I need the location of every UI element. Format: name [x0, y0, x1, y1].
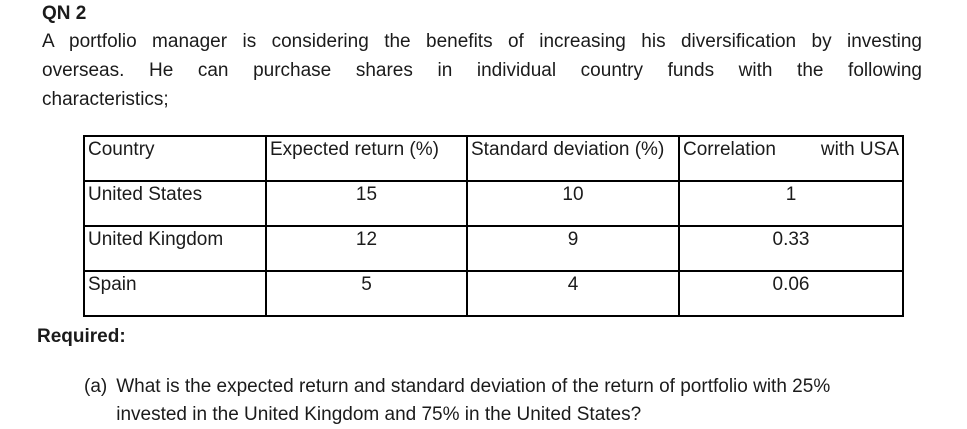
cell-correlation: 0.06: [678, 270, 904, 317]
cell-standard-deviation: 9: [466, 225, 680, 272]
cell-country: Spain: [83, 270, 267, 317]
question-a-text: What is the expected return and standard…: [116, 373, 922, 429]
column-header-correlation: Correlation with USA: [678, 135, 904, 182]
cell-country: United Kingdom: [83, 225, 267, 272]
cell-expected-return: 15: [265, 180, 468, 227]
intro-line-3: characteristics;: [42, 89, 169, 110]
correlation-header-left: Correlation: [683, 139, 776, 160]
column-header-standard-deviation: Standard deviation (%): [466, 135, 680, 182]
question-number-title: QN 2: [42, 3, 87, 24]
cell-expected-return: 5: [265, 270, 468, 317]
question-a-line-1: What is the expected return and standard…: [116, 376, 831, 397]
required-label: Required:: [37, 326, 126, 347]
intro-line-2: overseas. He can purchase shares in indi…: [42, 60, 922, 81]
cell-standard-deviation: 4: [466, 270, 680, 317]
column-header-country: Country: [83, 135, 267, 182]
country-funds-table: Country Expected return (%) Standard dev…: [83, 135, 904, 317]
table-header-row: Country Expected return (%) Standard dev…: [83, 135, 904, 182]
question-a-marker: (a): [84, 376, 108, 397]
question-a: (a) What is the expected return and stan…: [84, 373, 922, 429]
cell-expected-return: 12: [265, 225, 468, 272]
cell-correlation: 0.33: [678, 225, 904, 272]
table-row-spain: Spain 5 4 0.06: [83, 270, 904, 317]
intro-line-1: A portfolio manager is considering the b…: [42, 31, 922, 52]
cell-country: United States: [83, 180, 267, 227]
correlation-header-right: with USA: [820, 139, 899, 160]
column-header-expected-return: Expected return (%): [265, 135, 468, 182]
intro-paragraph: A portfolio manager is considering the b…: [42, 27, 922, 114]
table-row-united-states: United States 15 10 1: [83, 180, 904, 227]
question-a-line-2: invested in the United Kingdom and 75% i…: [116, 404, 642, 425]
table-row-united-kingdom: United Kingdom 12 9 0.33: [83, 225, 904, 272]
cell-standard-deviation: 10: [466, 180, 680, 227]
cell-correlation: 1: [678, 180, 904, 227]
